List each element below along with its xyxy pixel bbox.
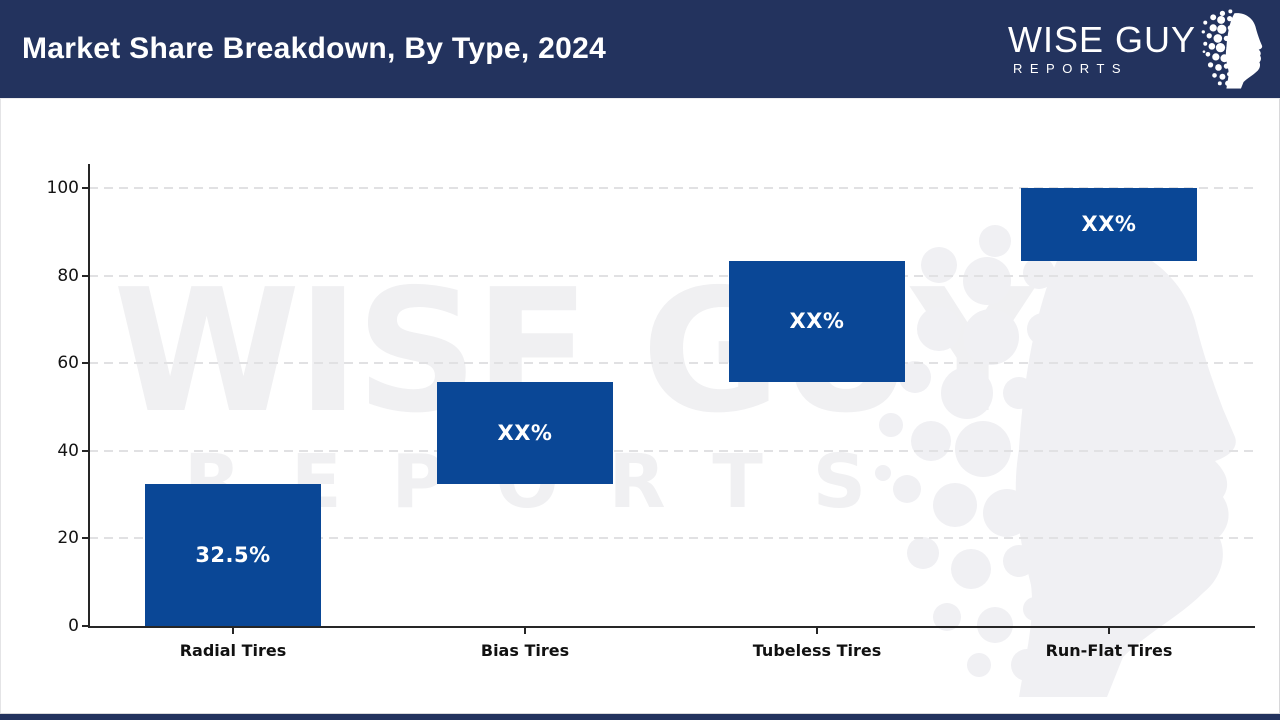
x-tick (1108, 628, 1110, 634)
waterfall-bar: 32.5% (145, 483, 321, 626)
x-axis-label: Bias Tires (480, 641, 570, 660)
page-title: Market Share Breakdown, By Type, 2024 (22, 32, 607, 65)
footer-bar (0, 713, 1280, 720)
y-tick (82, 449, 89, 452)
x-axis-label: Tubeless Tires (752, 641, 882, 660)
gridline (89, 449, 1254, 452)
waterfall-bar: XX% (437, 381, 613, 484)
y-tick (82, 625, 89, 627)
gridline (89, 274, 1254, 277)
bar-value-label: XX% (1081, 212, 1137, 237)
x-axis-label: Radial Tires (179, 641, 287, 660)
x-axis-line (88, 626, 1255, 628)
gridline (89, 362, 1254, 365)
y-tick-label: 60 (57, 353, 79, 374)
y-axis-line (88, 164, 90, 628)
x-tick (816, 628, 818, 634)
logo-text: WISE GUY REPORTS (1007, 19, 1196, 77)
x-tick (524, 628, 526, 634)
logo-wordmark: WISE GUY (1007, 19, 1196, 60)
wiseguy-head-icon (1200, 9, 1266, 89)
bar-value-label: 32.5% (195, 542, 271, 567)
waterfall-bar: XX% (729, 260, 905, 382)
y-tick-label: 0 (68, 616, 79, 636)
logo-subtitle: REPORTS (1012, 61, 1129, 76)
bar-value-label: XX% (497, 420, 553, 445)
waterfall-bar: XX% (1021, 188, 1197, 261)
x-axis-label: Run-Flat Tires (1045, 641, 1173, 660)
x-tick (232, 628, 234, 634)
y-tick-label: 100 (46, 178, 79, 198)
header: Market Share Breakdown, By Type, 2024 WI… (0, 0, 1280, 98)
brand-logo: WISE GUY REPORTS (1008, 9, 1266, 89)
y-tick-label: 20 (57, 528, 79, 549)
y-tick (82, 537, 89, 540)
waterfall-plot: 0 20 40 60 80 100 32.5% Radial Tires XX% Bias Tir… (1, 99, 1279, 713)
y-tick-label: 40 (57, 440, 79, 461)
y-tick (82, 362, 89, 365)
gridline (89, 537, 1254, 540)
bar-value-label: XX% (789, 309, 845, 334)
y-tick-label: 80 (57, 265, 79, 286)
chart-area: WISE GUY REPORTS 02040608010032.5%Radial… (0, 98, 1280, 713)
gridline (89, 187, 1254, 189)
y-tick (82, 187, 89, 189)
y-tick (82, 274, 89, 277)
